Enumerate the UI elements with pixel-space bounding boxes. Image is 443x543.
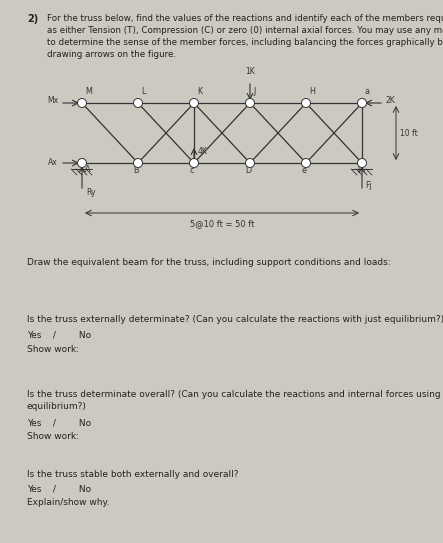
Text: 1K: 1K xyxy=(245,67,255,76)
Text: e: e xyxy=(302,166,307,175)
Text: M: M xyxy=(85,87,92,96)
Text: Explain/show why.: Explain/show why. xyxy=(27,498,109,507)
Text: c: c xyxy=(190,166,194,175)
Text: 4K: 4K xyxy=(198,147,208,156)
Circle shape xyxy=(245,98,254,108)
Text: B: B xyxy=(133,166,139,175)
Circle shape xyxy=(133,98,143,108)
Text: Yes    /        No: Yes / No xyxy=(27,484,91,493)
Text: Show work:: Show work: xyxy=(27,345,79,354)
Text: Yes    /        No: Yes / No xyxy=(27,331,91,340)
Circle shape xyxy=(302,159,311,167)
Circle shape xyxy=(78,98,86,108)
Text: 5@10 ft = 50 ft: 5@10 ft = 50 ft xyxy=(190,219,254,228)
Text: K: K xyxy=(197,87,202,96)
Circle shape xyxy=(133,159,143,167)
Text: a: a xyxy=(365,87,370,96)
Circle shape xyxy=(302,98,311,108)
Text: For the truss below, find the values of the reactions and identify each of the m: For the truss below, find the values of … xyxy=(47,14,443,59)
Text: Fj: Fj xyxy=(365,181,372,190)
Circle shape xyxy=(78,159,86,167)
Text: 2K: 2K xyxy=(386,96,396,105)
Circle shape xyxy=(358,98,366,108)
Circle shape xyxy=(190,159,198,167)
Text: Is the truss stable both externally and overall?: Is the truss stable both externally and … xyxy=(27,470,238,479)
Text: L: L xyxy=(141,87,145,96)
Text: 2): 2) xyxy=(27,14,38,24)
Text: Show work:: Show work: xyxy=(27,432,79,441)
Text: F: F xyxy=(358,166,362,175)
Text: Yes    /        No: Yes / No xyxy=(27,418,91,427)
Text: Mx: Mx xyxy=(47,96,58,105)
Text: Ax: Ax xyxy=(48,158,58,167)
Circle shape xyxy=(245,159,254,167)
Text: Is the truss determinate overall? (Can you calculate the reactions and internal : Is the truss determinate overall? (Can y… xyxy=(27,390,443,411)
Text: J: J xyxy=(253,87,255,96)
Text: Ry: Ry xyxy=(86,188,96,197)
Text: D: D xyxy=(245,166,251,175)
Text: H: H xyxy=(309,87,315,96)
Circle shape xyxy=(190,98,198,108)
Text: Draw the equivalent beam for the truss, including support conditions and loads:: Draw the equivalent beam for the truss, … xyxy=(27,258,391,267)
Text: Is the truss externally determinate? (Can you calculate the reactions with just : Is the truss externally determinate? (Ca… xyxy=(27,315,443,324)
Circle shape xyxy=(358,159,366,167)
Text: A: A xyxy=(85,165,90,174)
Text: 10 ft: 10 ft xyxy=(400,129,418,137)
